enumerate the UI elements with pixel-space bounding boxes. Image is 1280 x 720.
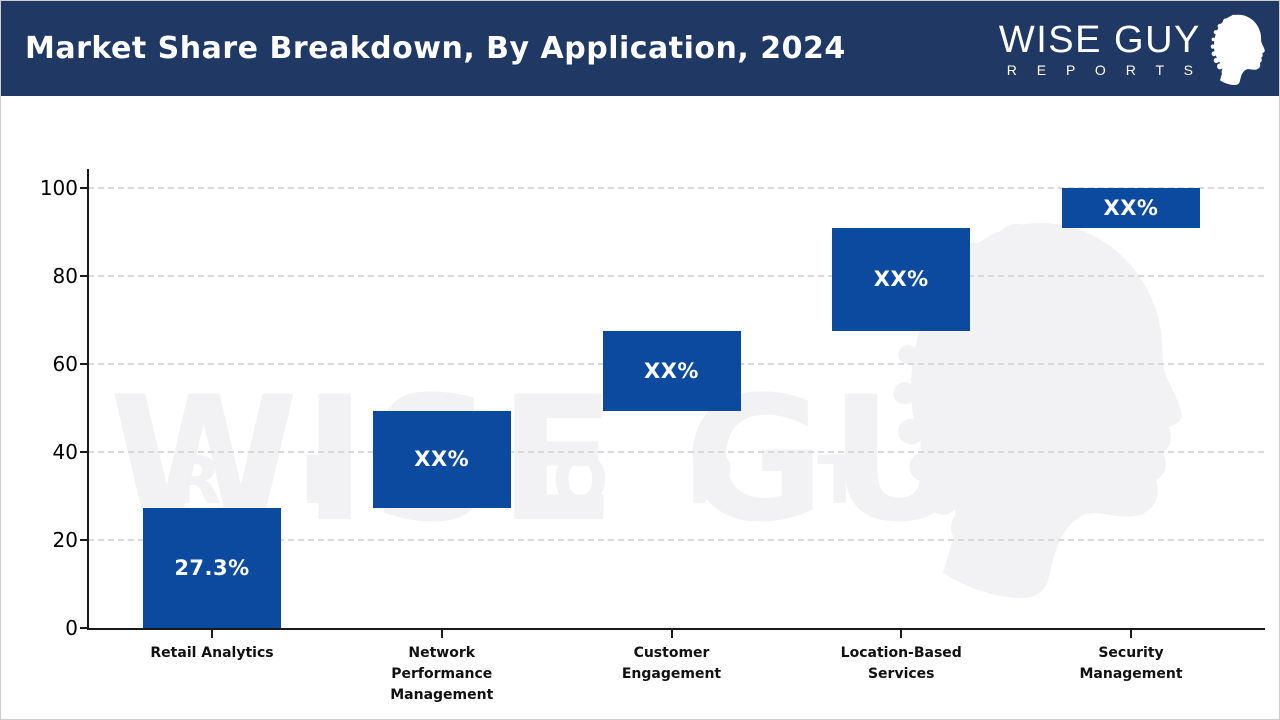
x-tick — [670, 630, 673, 638]
bar-value-label: XX% — [873, 267, 929, 292]
x-tick — [440, 630, 443, 638]
y-tick-label: 0 — [65, 616, 78, 640]
logo-wordmark: WISE GUY — [998, 18, 1201, 61]
bar-segment: XX% — [372, 410, 511, 508]
x-tick — [211, 630, 213, 638]
chart-area: WISE GUY R E P O R T S 0 20 40 60 80 100 Retai… — [1, 96, 1279, 719]
y-tick-label: 40 — [52, 440, 78, 464]
x-axis — [87, 628, 1265, 630]
bar-value-label: XX% — [644, 358, 699, 383]
category-label: Location-Based Services — [840, 645, 962, 682]
category-label: Security Management — [1079, 645, 1183, 682]
y-tick-label: 80 — [52, 264, 78, 288]
gridline — [88, 275, 1264, 277]
x-tick — [1130, 630, 1132, 638]
bar-value-label: XX% — [414, 447, 470, 472]
bar-value-label: 27.3% — [174, 555, 250, 580]
bar-segment: XX% — [832, 227, 971, 331]
gridline — [88, 187, 1264, 189]
y-tick — [80, 451, 88, 453]
y-tick-label: 20 — [52, 528, 78, 552]
y-tick — [80, 539, 88, 541]
brand-logo: WISE GUY R E P O R T S — [999, 10, 1265, 88]
bar-segment: XX% — [1062, 188, 1200, 228]
bar-value-label: XX% — [1103, 195, 1159, 220]
logo-text: WISE GUY R E P O R T S — [999, 20, 1201, 78]
y-tick — [80, 363, 88, 365]
logo-subtext: R E P O R T S — [1006, 61, 1201, 78]
y-tick — [80, 275, 88, 277]
category-label: Customer Engagement — [621, 645, 722, 682]
gridline — [88, 539, 1264, 541]
watermark-subtext: R E P O R T S — [171, 442, 1017, 519]
gridline — [88, 451, 1264, 453]
y-tick — [80, 627, 88, 629]
y-tick — [80, 187, 88, 189]
y-tick-label: 100 — [39, 176, 78, 200]
logo-head-icon — [1210, 14, 1265, 85]
bar-segment: XX% — [602, 331, 741, 411]
category-label: Network Performance Management — [390, 645, 494, 703]
page-title: Market Share Breakdown, By Application, … — [25, 31, 846, 66]
bar-segment: 27.3% — [143, 507, 281, 628]
y-axis — [87, 169, 89, 630]
header-bar: Market Share Breakdown, By Application, … — [1, 1, 1279, 96]
category-label: Retail Analytics — [150, 645, 274, 661]
y-tick-label: 60 — [52, 352, 78, 376]
x-tick — [900, 630, 903, 638]
